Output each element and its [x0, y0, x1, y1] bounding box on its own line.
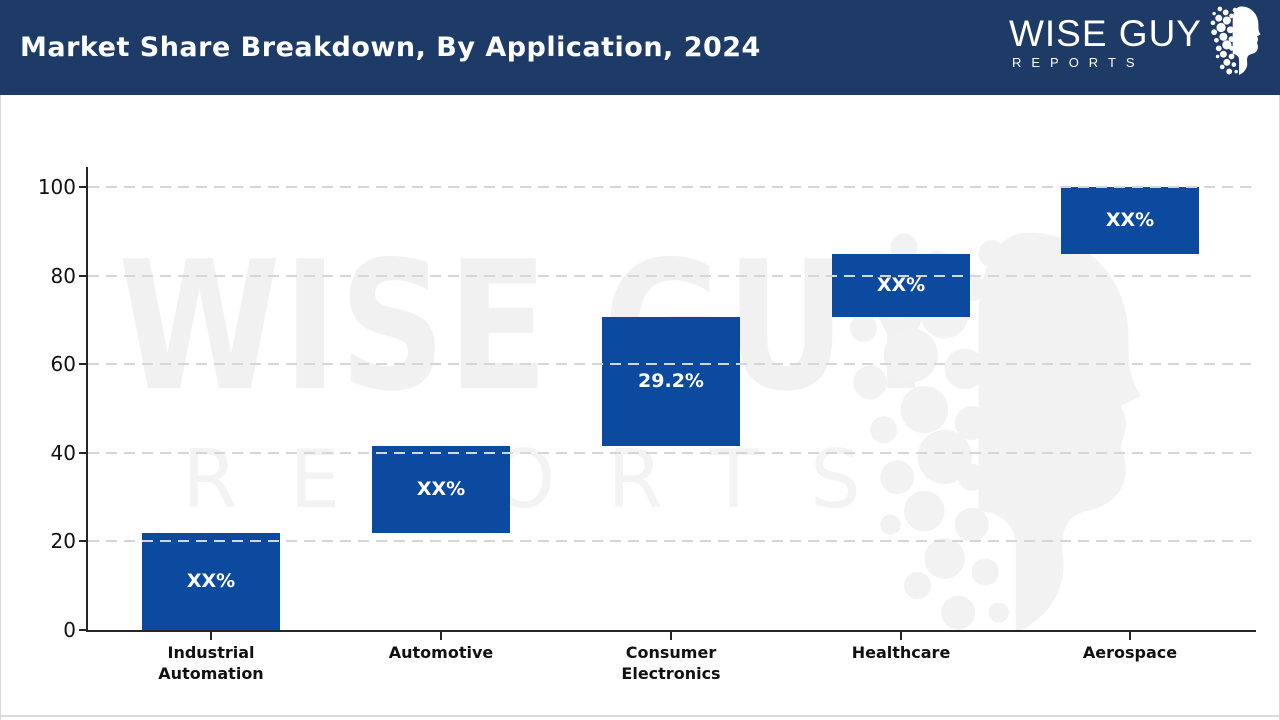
x-axis-tick: [210, 632, 212, 640]
bar-automotive: XX%: [372, 446, 510, 533]
y-axis-tick: [79, 363, 87, 366]
bar-value-label: XX%: [416, 478, 466, 501]
x-tick-label: Industrial Automation: [158, 643, 264, 683]
y-axis-tick: [79, 451, 87, 454]
bar-value-label: 29.2%: [638, 370, 704, 393]
y-tick-label: 40: [50, 440, 76, 465]
y-tick-label: 100: [37, 175, 76, 199]
gridline: [88, 186, 1256, 188]
y-axis-tick: [79, 274, 87, 277]
bar-aerospace: XX%: [1061, 187, 1199, 254]
bar-value-label: XX%: [186, 570, 236, 593]
bar-consumer-electronics: 29.2%: [602, 316, 740, 447]
watermark-subtext: REPORTS: [182, 433, 913, 526]
x-tick-label: Aerospace: [1082, 643, 1178, 662]
gridline: [88, 451, 1256, 454]
y-axis-tick: [79, 540, 87, 543]
x-tick-label: Healthcare: [851, 643, 951, 662]
gridline: [88, 540, 1256, 543]
page-border-bottom: [0, 715, 1280, 717]
x-axis-line: [88, 630, 1256, 632]
x-tick-label: Consumer Electronics: [621, 643, 721, 683]
y-tick-label: 20: [50, 529, 76, 554]
page-title: Market Share Breakdown, By Application, …: [20, 32, 761, 63]
bar-value-label: XX%: [1105, 209, 1155, 232]
x-axis-tick: [900, 632, 902, 640]
x-axis-tick: [440, 632, 442, 640]
bar-healthcare: XX%: [832, 253, 970, 317]
y-axis-tick: [79, 186, 87, 188]
bar-value-label: XX%: [876, 274, 926, 297]
logo-subtext: REPORTS: [1011, 55, 1145, 70]
y-axis-line: [86, 167, 88, 632]
wise-guy-logo: WISE GUY REPORTS: [1009, 4, 1264, 80]
y-tick-label: 0: [63, 618, 76, 642]
y-tick-label: 80: [50, 263, 76, 288]
page-border-left: [0, 95, 1, 720]
y-axis-tick: [79, 629, 87, 631]
header-bar: Market Share Breakdown, By Application, …: [0, 0, 1280, 95]
x-tick-label: Automotive: [388, 643, 494, 662]
chart-area: WISE GUY REPORTS 0 20 40 60 80 100 XX% Industri…: [0, 95, 1280, 720]
dotted-head-icon: [1210, 6, 1261, 76]
watermark-wordmark: WISE GUY: [118, 223, 957, 430]
gridline: [88, 363, 1256, 366]
logo-text: WISE GUY REPORTS: [1008, 13, 1202, 71]
bar-industrial-automation: XX%: [142, 532, 280, 630]
logo-wordmark: WISE GUY: [1008, 13, 1202, 54]
gridline: [88, 274, 1256, 277]
y-tick-label: 60: [50, 352, 76, 377]
x-axis-tick: [1129, 632, 1131, 640]
x-axis-tick: [670, 632, 672, 640]
